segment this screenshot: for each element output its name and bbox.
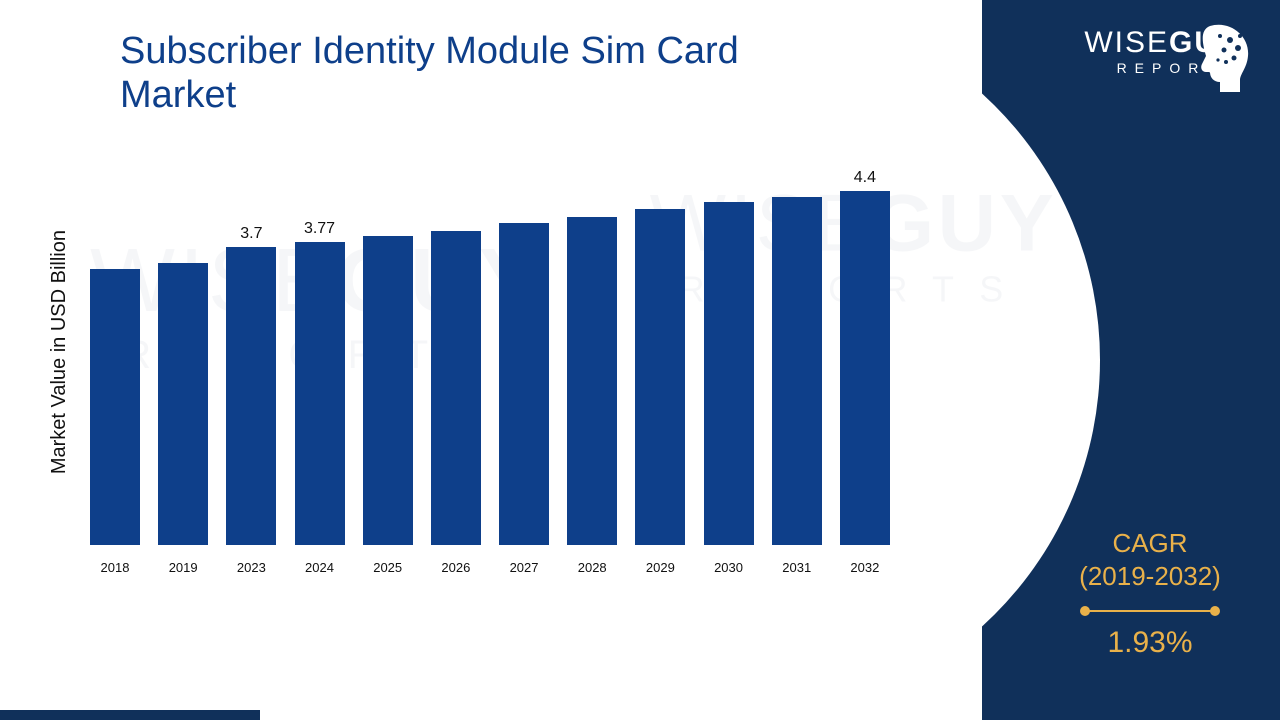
bar: [90, 269, 140, 545]
brand-logo: WISEGUY REPORTS: [1010, 28, 1240, 76]
x-label: 2026: [431, 560, 481, 575]
cagr-divider: [1085, 610, 1215, 612]
bar: [363, 236, 413, 545]
chart-title: Subscriber Identity Module Sim Card Mark…: [120, 30, 740, 117]
bar-value-label: 3.77: [304, 220, 335, 238]
bar-2025: [363, 214, 413, 545]
x-label: 2029: [635, 560, 685, 575]
bars-container: 3.7 3.77 4.4: [90, 155, 890, 545]
bar-2023: 3.7: [226, 225, 276, 545]
logo-wise: WISE: [1084, 26, 1169, 59]
bar: [567, 217, 617, 545]
x-label: 2028: [567, 560, 617, 575]
bar: [840, 191, 890, 545]
bar: [226, 247, 276, 545]
x-label: 2031: [772, 560, 822, 575]
bar: [499, 223, 549, 545]
bar: [158, 263, 208, 545]
y-axis-label: Market Value in USD Billion: [48, 230, 71, 474]
bar-2030: [704, 180, 754, 545]
bar-2032: 4.4: [840, 169, 890, 545]
x-label: 2024: [295, 560, 345, 575]
bar-value-label: 4.4: [854, 169, 876, 187]
bar: [431, 231, 481, 546]
head-icon: [1190, 22, 1252, 94]
x-label: 2025: [363, 560, 413, 575]
bar-2026: [431, 209, 481, 546]
bar-value-label: 3.7: [240, 225, 262, 243]
bottom-accent-bar: [0, 710, 260, 720]
bar: [295, 242, 345, 545]
bar-2031: [772, 175, 822, 545]
bar-2027: [499, 201, 549, 545]
bar-2028: [567, 195, 617, 545]
cagr-block: CAGR (2019-2032) 1.93%: [1020, 527, 1280, 660]
cagr-label: CAGR (2019-2032): [1020, 527, 1280, 592]
bar-2018: [90, 247, 140, 545]
bar-2019: [158, 241, 208, 545]
x-labels-container: 2018 2019 2023 2024 2025 2026 2027 2028 2029 2030…: [90, 560, 890, 575]
bar-chart: 3.73.774.4 20182019202320242025202620272…: [90, 155, 890, 585]
cagr-value: 1.93%: [1020, 626, 1280, 660]
x-label: 2018: [90, 560, 140, 575]
x-label: 2019: [158, 560, 208, 575]
bar: [772, 197, 822, 545]
bar: [704, 202, 754, 545]
infographic-canvas: WISEGUY REPORTS WISEGUY REPORTS Subscrib…: [0, 0, 1280, 720]
bar: [635, 209, 685, 545]
x-label: 2030: [704, 560, 754, 575]
bar-2024: 3.77: [295, 220, 345, 545]
x-label: 2032: [840, 560, 890, 575]
x-label: 2023: [226, 560, 276, 575]
bar-2029: [635, 187, 685, 545]
x-label: 2027: [499, 560, 549, 575]
